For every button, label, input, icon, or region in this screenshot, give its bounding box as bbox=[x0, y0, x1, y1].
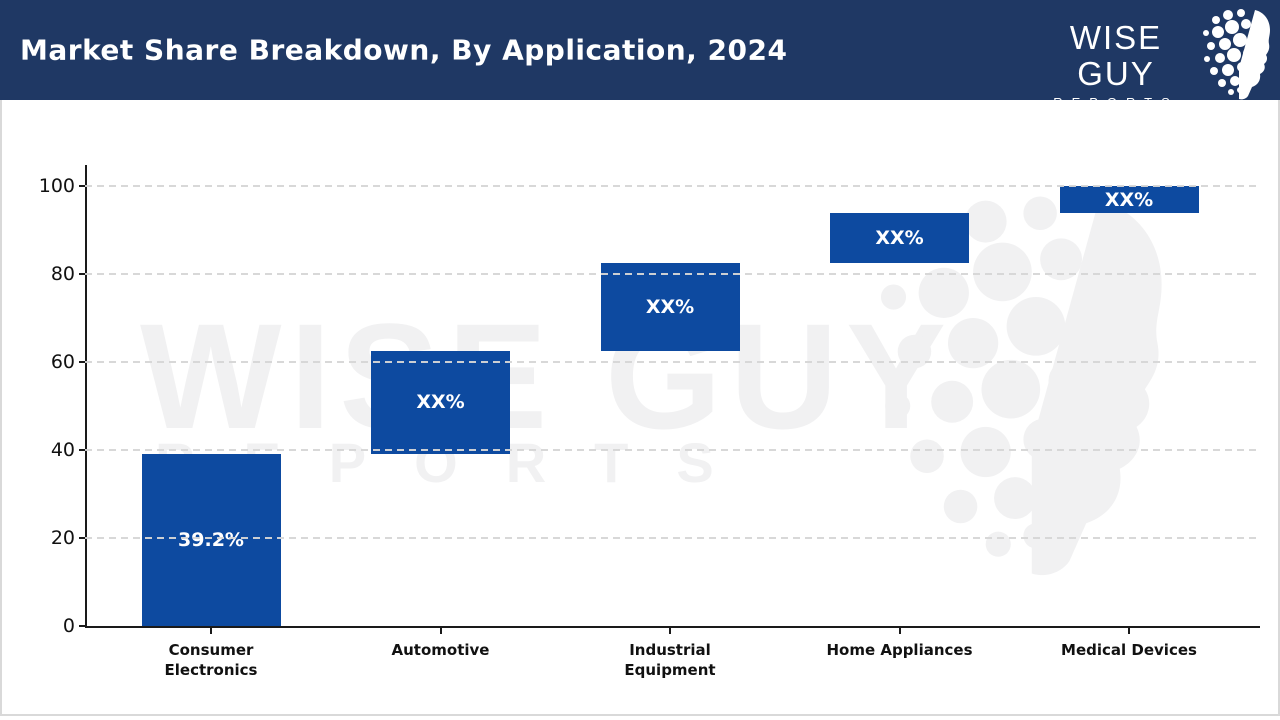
bar-value-label: XX% bbox=[1104, 188, 1154, 211]
y-axis-tick-label: 60 bbox=[50, 351, 75, 373]
x-axis-category-label: Medical Devices bbox=[1061, 641, 1197, 659]
dotted-head-profile-icon bbox=[1203, 9, 1270, 100]
logo-wordmark: WISE GUY bbox=[1069, 19, 1163, 93]
bar-consumer-electronics: 39.2% bbox=[141, 453, 281, 626]
y-axis-tick bbox=[79, 185, 85, 187]
x-axis-tick bbox=[669, 628, 671, 634]
x-axis-tick bbox=[898, 628, 901, 634]
bar-medical-devices: XX% bbox=[1059, 186, 1199, 214]
gridline bbox=[85, 537, 1258, 539]
y-axis-tick bbox=[79, 625, 85, 627]
header-bar: Market Share Breakdown, By Application, … bbox=[0, 0, 1280, 110]
y-axis-tick bbox=[79, 537, 85, 539]
y-axis-tick bbox=[79, 361, 85, 363]
bar-value-label: 39.2% bbox=[178, 528, 244, 551]
bar-home-appliances: XX% bbox=[830, 213, 969, 264]
y-axis-tick-label: 0 bbox=[62, 615, 75, 637]
bar-value-label: XX% bbox=[875, 227, 924, 250]
bar-value-label: XX% bbox=[416, 391, 465, 414]
y-axis-tick-label: 20 bbox=[50, 527, 75, 549]
x-axis-category-label: Industrial Equipment bbox=[624, 641, 716, 680]
x-axis-tick bbox=[210, 628, 212, 634]
y-axis-tick-label: 100 bbox=[38, 175, 75, 197]
gridline bbox=[85, 361, 1258, 363]
y-axis-tick-label: 40 bbox=[50, 439, 75, 461]
gridline bbox=[85, 449, 1258, 451]
x-axis-tick bbox=[439, 628, 442, 634]
x-axis-category-label: Consumer Electronics bbox=[164, 641, 258, 680]
x-axis-category-label: Home Appliances bbox=[826, 641, 973, 659]
bar-industrial-equipment: XX% bbox=[600, 263, 740, 351]
x-axis-line bbox=[85, 626, 1260, 628]
gridline bbox=[85, 185, 1258, 187]
bar-automotive: XX% bbox=[371, 351, 510, 454]
y-axis-tick bbox=[79, 449, 85, 451]
bar-value-label: XX% bbox=[645, 296, 695, 319]
y-axis-line bbox=[85, 165, 87, 628]
gridline bbox=[85, 273, 1258, 275]
y-axis-tick bbox=[79, 273, 85, 275]
x-axis-tick bbox=[1128, 628, 1130, 634]
x-axis-category-label: Automotive bbox=[391, 641, 490, 659]
page-title: Market Share Breakdown, By Application, … bbox=[20, 33, 788, 67]
y-axis-tick-label: 80 bbox=[50, 263, 75, 285]
